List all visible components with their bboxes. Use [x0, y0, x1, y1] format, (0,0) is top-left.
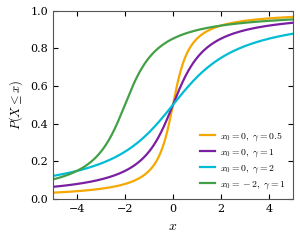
$x_0 = 0,\ \gamma = 1$	[284, 22, 288, 25]
$x_0 = -2,\ \gamma = 1$	[291, 18, 295, 21]
Line: $x_0 = -2,\ \gamma = 1$: $x_0 = -2,\ \gamma = 1$	[53, 19, 293, 180]
$x_0 = 0,\ \gamma = 0.5$	[291, 15, 295, 18]
$x_0 = 0,\ \gamma = 0.5$	[161, 144, 165, 147]
$x_0 = -2,\ \gamma = 1$	[240, 22, 244, 24]
$x_0 = 0,\ \gamma = 2$	[51, 174, 55, 177]
Y-axis label: $P(X \leq x)$: $P(X \leq x)$	[7, 80, 25, 130]
$x_0 = 0,\ \gamma = 0.5$	[168, 119, 172, 122]
$x_0 = 0,\ \gamma = 2$	[240, 46, 244, 49]
$x_0 = 0,\ \gamma = 2$	[284, 34, 288, 36]
$x_0 = -2,\ \gamma = 1$	[161, 43, 165, 46]
$x_0 = 0,\ \gamma = 2$	[161, 115, 165, 118]
$x_0 = 0,\ \gamma = 2$	[63, 172, 67, 175]
$x_0 = -2,\ \gamma = 1$	[168, 39, 172, 42]
$x_0 = 0,\ \gamma = 1$	[161, 126, 165, 129]
X-axis label: $x$: $x$	[168, 219, 178, 233]
Line: $x_0 = 0,\ \gamma = 0.5$: $x_0 = 0,\ \gamma = 0.5$	[53, 17, 293, 193]
$x_0 = 0,\ \gamma = 1$	[284, 22, 288, 25]
Line: $x_0 = 0,\ \gamma = 1$: $x_0 = 0,\ \gamma = 1$	[53, 23, 293, 187]
$x_0 = 0,\ \gamma = 1$	[240, 30, 244, 32]
$x_0 = 0,\ \gamma = 1$	[168, 112, 172, 114]
$x_0 = 0,\ \gamma = 0.5$	[284, 16, 288, 19]
$x_0 = 0,\ \gamma = 2$	[168, 108, 172, 110]
$x_0 = -2,\ \gamma = 1$	[63, 174, 67, 177]
$x_0 = 0,\ \gamma = 0.5$	[63, 191, 67, 193]
Legend: $x_0 = 0,\ \gamma = 0.5$, $x_0 = 0,\ \gamma = 1$, $x_0 = 0,\ \gamma = 2$, $x_0 =: $x_0 = 0,\ \gamma = 0.5$, $x_0 = 0,\ \ga…	[197, 127, 288, 194]
$x_0 = 0,\ \gamma = 1$	[291, 21, 295, 24]
$x_0 = -2,\ \gamma = 1$	[51, 178, 55, 181]
$x_0 = 0,\ \gamma = 1$	[63, 184, 67, 187]
$x_0 = 0,\ \gamma = 1$	[51, 186, 55, 188]
$x_0 = 0,\ \gamma = 0.5$	[240, 20, 244, 23]
$x_0 = 0,\ \gamma = 0.5$	[51, 191, 55, 194]
$x_0 = -2,\ \gamma = 1$	[284, 18, 288, 21]
$x_0 = 0,\ \gamma = 2$	[284, 34, 288, 36]
$x_0 = 0,\ \gamma = 2$	[291, 32, 295, 35]
$x_0 = 0,\ \gamma = 0.5$	[284, 16, 288, 19]
Line: $x_0 = 0,\ \gamma = 2$: $x_0 = 0,\ \gamma = 2$	[53, 34, 293, 176]
$x_0 = -2,\ \gamma = 1$	[284, 18, 288, 21]
